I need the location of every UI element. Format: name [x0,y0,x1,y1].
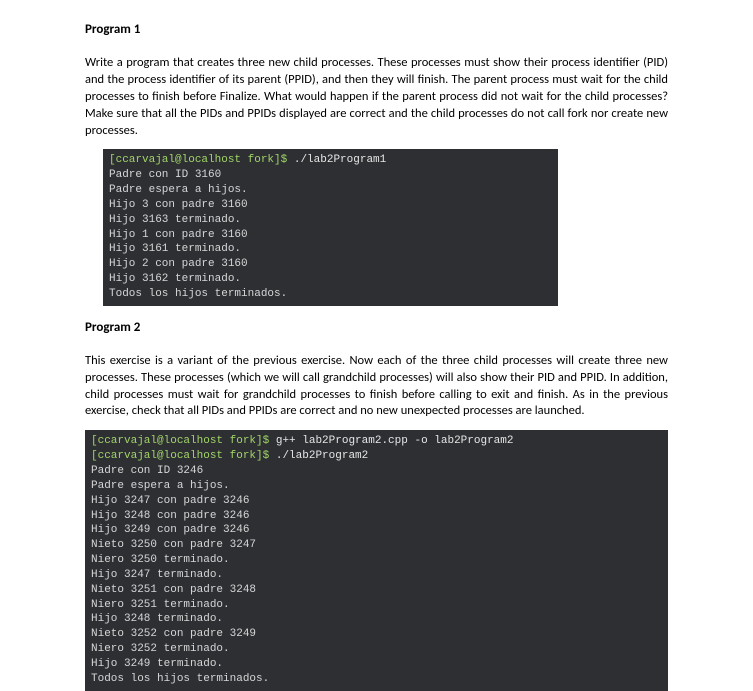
terminal-command: g++ lab2Program2.cpp -o lab2Program2 [276,435,514,447]
terminal-line: Hijo 1 con padre 3160 [109,229,248,241]
terminal-prompt: [ccarvajal@localhost fork]$ [91,450,276,462]
terminal-line: Hijo 3163 terminado. [109,214,241,226]
terminal-command: ./lab2Program1 [294,154,386,166]
terminal-line: Nieto 3250 con padre 3247 [91,539,256,551]
program2-paragraph: This exercise is a variant of the previo… [85,353,668,421]
terminal-line: Todos los hijos terminados. [91,673,269,685]
terminal-line: Hijo 3248 con padre 3246 [91,510,249,522]
terminal-line: Padre con ID 3160 [109,169,221,181]
terminal-line: Hijo 3248 terminado. [91,613,223,625]
terminal-line: Todos los hijos terminados. [109,288,287,300]
terminal-line: Niero 3251 terminado. [91,599,230,611]
program2-heading: Program 2 [85,320,668,335]
terminal-line: Padre espera a hijos. [91,480,230,492]
terminal-line: Nieto 3252 con padre 3249 [91,628,256,640]
program1-paragraph: Write a program that creates three new c… [85,55,668,139]
program1-heading: Program 1 [85,22,668,37]
program2-terminal: [ccarvajal@localhost fork]$ g++ lab2Prog… [85,430,668,690]
terminal-line: Padre con ID 3246 [91,465,203,477]
terminal-command: ./lab2Program2 [276,450,368,462]
terminal-line: Hijo 3162 terminado. [109,273,241,285]
program1-terminal: [ccarvajal@localhost fork]$ ./lab2Progra… [103,149,558,305]
terminal-prompt: [ccarvajal@localhost fork]$ [91,435,276,447]
terminal-line: Nieto 3251 con padre 3248 [91,584,256,596]
terminal-line: Hijo 3247 con padre 3246 [91,495,249,507]
terminal-line: Hijo 2 con padre 3160 [109,258,248,270]
terminal-line: Niero 3252 terminado. [91,643,230,655]
terminal-line: Padre espera a hijos. [109,184,248,196]
terminal-prompt: [ccarvajal@localhost fork]$ [109,154,294,166]
terminal-line: Hijo 3249 con padre 3246 [91,524,249,536]
terminal-line: Hijo 3247 terminado. [91,569,223,581]
terminal-line: Hijo 3161 terminado. [109,243,241,255]
terminal-line: Hijo 3249 terminado. [91,658,223,670]
terminal-line: Niero 3250 terminado. [91,554,230,566]
terminal-line: Hijo 3 con padre 3160 [109,199,248,211]
